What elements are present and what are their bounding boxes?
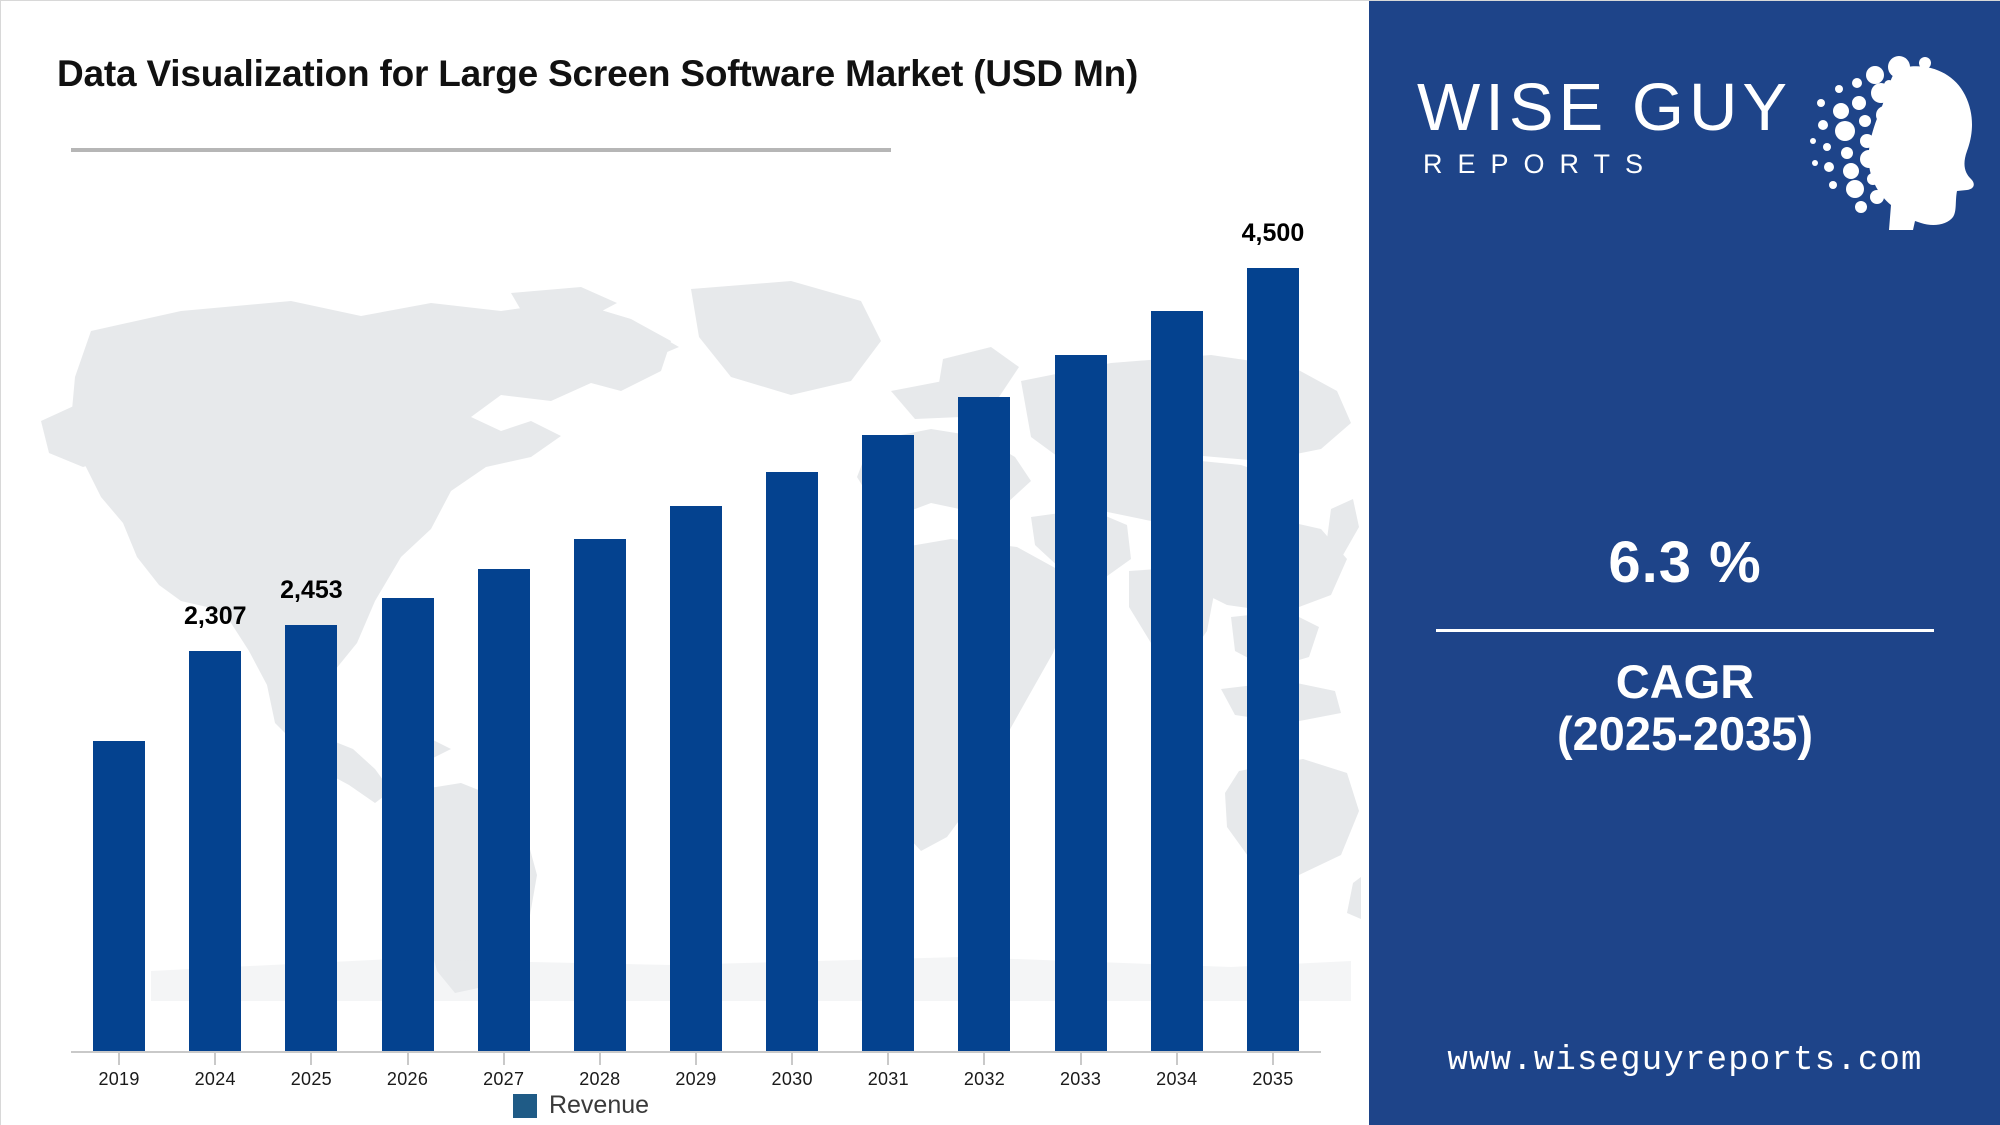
tick-2034 xyxy=(1129,1053,1225,1067)
x-label-2032: 2032 xyxy=(963,1069,1006,1089)
tick-2028 xyxy=(552,1053,648,1067)
x-label-2034: 2034 xyxy=(1156,1069,1198,1089)
tick-2032 xyxy=(936,1053,1032,1067)
cagr-divider xyxy=(1436,628,1934,632)
tick-mark xyxy=(214,1053,217,1065)
tick-2025 xyxy=(263,1053,359,1067)
cagr-label: CAGR xyxy=(1615,654,1755,708)
tick-mark xyxy=(118,1053,121,1065)
logo-wordmark-main: WISE GUY xyxy=(1417,70,1793,145)
bar-item-2024[interactable]: 2,307 xyxy=(167,201,263,1051)
bar-rect-2028[interactable] xyxy=(573,539,626,1051)
bar-item-2035[interactable]: 4,500 xyxy=(1225,201,1321,1051)
bar-item-2034[interactable] xyxy=(1129,201,1225,1051)
tick-2026 xyxy=(359,1053,455,1067)
legend-swatch-revenue xyxy=(512,1093,537,1118)
bar-rect-2033[interactable] xyxy=(1054,355,1107,1051)
wiseguy-logo: WISE GUY REPORTS xyxy=(1401,56,1981,230)
bar-rect-2031[interactable] xyxy=(862,435,915,1051)
tick-mark xyxy=(983,1053,986,1065)
bar-rect-2030[interactable] xyxy=(766,472,819,1051)
x-label-2031: 2031 xyxy=(867,1069,909,1089)
x-label-2029: 2029 xyxy=(675,1069,717,1089)
bar-item-2026[interactable] xyxy=(359,201,455,1051)
bar-series-revenue: 2,307 2,453 xyxy=(71,201,1321,1051)
bar-item-2033[interactable] xyxy=(1033,201,1129,1051)
tick-2027 xyxy=(456,1053,552,1067)
tick-mark xyxy=(1271,1053,1274,1065)
bar-item-2027[interactable] xyxy=(456,201,552,1051)
bar-value-label-2035: 4,500 xyxy=(1241,219,1305,247)
bar-item-2019[interactable] xyxy=(71,201,167,1051)
tick-mark xyxy=(406,1053,409,1065)
bar-item-2029[interactable] xyxy=(648,201,744,1051)
cagr-period: (2025-2035) xyxy=(1556,707,1814,761)
x-label-2033: 2033 xyxy=(1060,1069,1102,1089)
tick-2030 xyxy=(744,1053,840,1067)
chart-panel: 2,307 2,453 xyxy=(1,1,1369,1125)
bar-rect-2019[interactable] xyxy=(93,741,146,1051)
tick-2031 xyxy=(840,1053,936,1067)
tick-2035 xyxy=(1225,1053,1321,1067)
tick-mark xyxy=(695,1053,697,1065)
bar-rect-2025[interactable] xyxy=(285,625,338,1051)
bar-rect-2027[interactable] xyxy=(477,569,530,1051)
page-title: Data Visualization for Large Screen Soft… xyxy=(57,53,1139,94)
x-axis-labels: 2019 2024 2025 2026 2027 2028 2029 2030 … xyxy=(71,1069,1321,1099)
bar-rect-2032[interactable] xyxy=(958,397,1011,1051)
bar-item-2025[interactable]: 2,453 xyxy=(263,201,359,1051)
tick-mark xyxy=(1175,1053,1178,1065)
x-label-2028: 2028 xyxy=(579,1069,621,1089)
tick-2033 xyxy=(1033,1053,1129,1067)
x-axis-ticks xyxy=(71,1053,1321,1067)
bar-rect-2029[interactable] xyxy=(670,506,722,1051)
brand-side-panel: WISE GUY REPORTS 6.3 % CAGR (2025-2035) … xyxy=(1369,1,2000,1125)
tick-2019 xyxy=(71,1053,167,1067)
x-label-2026: 2026 xyxy=(386,1069,429,1089)
x-axis-line xyxy=(71,1051,1321,1053)
x-label-2027: 2027 xyxy=(483,1069,525,1089)
bar-item-2028[interactable] xyxy=(552,201,648,1051)
x-label-2030: 2030 xyxy=(771,1069,813,1089)
dotted-head-logo-icon xyxy=(1729,55,1989,230)
bar-rect-2026[interactable] xyxy=(381,598,434,1051)
x-label-2024: 2024 xyxy=(194,1069,236,1089)
bar-rect-2035[interactable] xyxy=(1246,268,1299,1051)
bar-item-2032[interactable] xyxy=(936,201,1032,1051)
x-label-2035: 2035 xyxy=(1252,1069,1294,1089)
title-divider xyxy=(71,148,891,152)
chart-legend[interactable]: Revenue xyxy=(1,1091,1161,1120)
x-label-2019: 2019 xyxy=(98,1069,140,1089)
cagr-block: 6.3 % CAGR (2025-2035) xyxy=(1369,531,2000,761)
tick-mark xyxy=(887,1053,890,1065)
tick-mark xyxy=(1079,1053,1082,1065)
x-label-2025: 2025 xyxy=(290,1069,332,1089)
plot-area: 2,307 2,453 xyxy=(71,201,1321,1051)
bar-rect-2034[interactable] xyxy=(1150,311,1203,1051)
tick-2024 xyxy=(167,1053,263,1067)
bar-item-2031[interactable] xyxy=(840,201,936,1051)
tick-mark xyxy=(310,1053,313,1065)
tick-mark xyxy=(502,1053,505,1065)
tick-mark xyxy=(598,1053,601,1065)
tick-2029 xyxy=(648,1053,744,1067)
bar-item-2030[interactable] xyxy=(744,201,840,1051)
legend-label-revenue: Revenue xyxy=(548,1091,650,1119)
logo-wordmark-sub: REPORTS xyxy=(1423,149,1659,179)
website-url[interactable]: www.wiseguyreports.com xyxy=(1447,1042,1923,1080)
bar-rect-2024[interactable] xyxy=(189,651,242,1051)
tick-mark xyxy=(791,1053,794,1065)
cagr-value: 6.3 % xyxy=(1608,530,1762,595)
